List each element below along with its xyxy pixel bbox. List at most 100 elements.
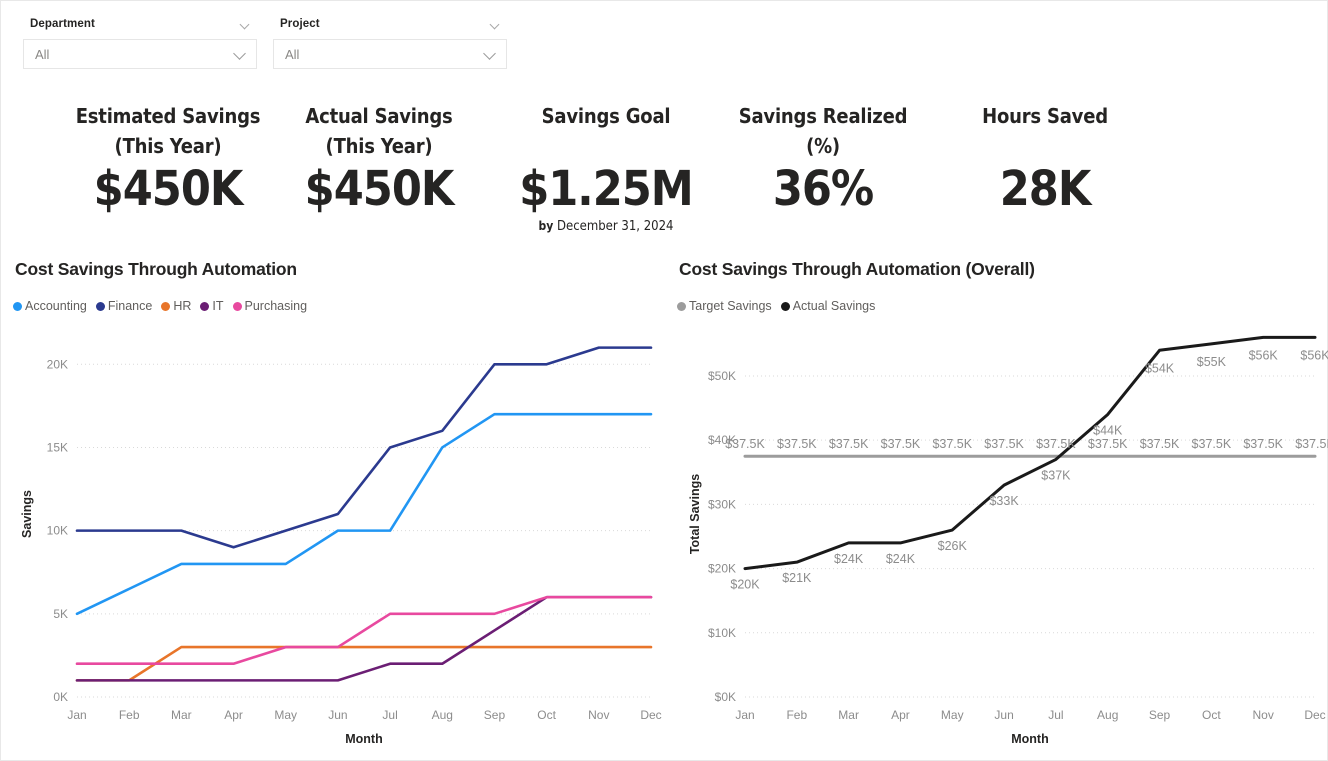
y-axis-tick: 20K — [47, 357, 68, 371]
x-axis-tick: Jul — [382, 708, 397, 722]
x-axis-tick: Jan — [67, 708, 86, 722]
legend-swatch-icon — [13, 301, 22, 311]
data-label: $37.5K — [829, 437, 869, 451]
data-label: $37.5K — [1088, 437, 1128, 451]
data-label: $44K — [1093, 423, 1123, 437]
y-axis-tick: 10K — [47, 524, 68, 538]
kpi-savings-goal[interactable]: Savings Goal $1.25M by December 31, 2024 — [491, 101, 721, 235]
chevron-down-icon[interactable] — [234, 48, 247, 61]
kpi-estimated-savings[interactable]: Estimated Savings (This Year) $450K — [33, 101, 303, 216]
data-label: $37.5K — [984, 437, 1024, 451]
y-axis-tick: 0K — [53, 690, 68, 704]
data-label: $37.5K — [777, 437, 817, 451]
x-axis-tick: Nov — [588, 708, 609, 722]
kpi-label-2: (This Year) — [325, 134, 433, 158]
legend-item-accounting[interactable]: Accounting — [13, 299, 87, 313]
chevron-down-icon[interactable] — [241, 20, 250, 29]
x-axis-tick: Oct — [1202, 708, 1221, 722]
series-line-actual-savings[interactable] — [743, 335, 1317, 571]
x-axis-tick: Feb — [786, 708, 807, 722]
y-axis-tick: 5K — [53, 607, 68, 621]
x-axis-tick: Oct — [537, 708, 556, 722]
data-label: $37.5K — [1295, 437, 1328, 451]
y-axis-title: Total Savings — [688, 474, 702, 554]
y-axis-tick: 15K — [47, 440, 68, 454]
series-line-accounting[interactable] — [75, 412, 653, 616]
legend-label: Accounting — [25, 299, 87, 313]
kpi-value: 36% — [772, 161, 874, 217]
kpi-value: $450K — [93, 161, 244, 217]
x-axis-tick: Aug — [1097, 708, 1118, 722]
data-label: $37.5K — [725, 437, 765, 451]
x-axis-tick: Jun — [994, 708, 1013, 722]
slicer-project-header[interactable]: Project — [273, 13, 507, 35]
kpi-value: $1.25M — [519, 161, 694, 217]
kpi-goal-date: by December 31, 2024 — [491, 218, 721, 235]
series-line-it[interactable] — [75, 595, 653, 682]
series-line-hr[interactable] — [75, 645, 653, 682]
slicer-department-dropdown[interactable]: All — [23, 39, 257, 69]
x-axis-tick: Sep — [1149, 708, 1171, 722]
x-axis-tick: Aug — [432, 708, 453, 722]
chart-plot-left[interactable]: 0K 5K 10K 15K 20K Savings Jan Feb Mar Apr May Jun Ju… — [1, 321, 665, 759]
data-label: $56K — [1249, 348, 1279, 362]
kpi-row: Estimated Savings (This Year) $450K Actu… — [1, 101, 1328, 251]
data-label: $26K — [938, 539, 968, 553]
legend-item-actual-savings[interactable]: Actual Savings — [780, 299, 876, 313]
kpi-label-2: (This Year) — [114, 134, 222, 158]
kpi-actual-savings[interactable]: Actual Savings (This Year) $450K — [259, 101, 499, 216]
x-axis-tick: Mar — [171, 708, 192, 722]
data-label: $37.5K — [932, 437, 972, 451]
slicer-project-title: Project — [280, 18, 320, 30]
y-axis-tick: $0K — [715, 690, 736, 704]
legend-item-finance[interactable]: Finance — [95, 299, 152, 313]
legend-item-it[interactable]: IT — [200, 299, 224, 313]
legend-label: Actual Savings — [792, 299, 876, 313]
kpi-label: Savings Goal — [541, 104, 671, 128]
data-label: $33K — [989, 494, 1019, 508]
legend-item-target-savings[interactable]: Target Savings — [677, 299, 772, 313]
chart-plot-right[interactable]: $0K $10K $20K $30K $40K $50K Total Savings Jan F… — [665, 321, 1328, 759]
kpi-label: Actual Savings — [305, 104, 453, 128]
y-axis-tick: $40K — [708, 433, 736, 447]
slicer-project-dropdown[interactable]: All — [273, 39, 507, 69]
slicer-project[interactable]: Project All — [273, 13, 507, 69]
data-label: $37.5K — [881, 437, 921, 451]
series-line-purchasing[interactable] — [75, 595, 653, 666]
chart-legend-right[interactable]: Target Savings Actual Savings — [677, 299, 875, 313]
chart-panel-overall: Cost Savings Through Automation (Overall… — [665, 259, 1328, 759]
x-axis-title: Month — [345, 732, 382, 746]
legend-label: Target Savings — [689, 299, 772, 313]
slicer-department[interactable]: Department All — [23, 13, 257, 69]
x-axis-tick: Mar — [838, 708, 859, 722]
y-axis-tick: $50K — [708, 369, 736, 383]
slicer-bar: Department All Project All — [1, 1, 1328, 93]
x-axis-tick: Dec — [1304, 708, 1325, 722]
legend-label: HR — [173, 299, 192, 313]
kpi-savings-realized[interactable]: Savings Realized (%) 36% — [711, 101, 935, 216]
kpi-hours-saved[interactable]: Hours Saved 28K — [935, 101, 1155, 216]
chevron-down-icon[interactable] — [491, 20, 500, 29]
x-axis-tick: Apr — [224, 708, 243, 722]
legend-swatch-icon — [95, 301, 105, 311]
x-axis-tick: Jan — [735, 708, 754, 722]
data-label: $20K — [730, 578, 760, 592]
x-axis-title: Month — [1011, 732, 1048, 746]
slicer-department-header[interactable]: Department — [23, 13, 257, 35]
chart-legend-left[interactable]: Accounting Finance HR IT Purchasing — [13, 299, 307, 313]
slicer-department-value: All — [35, 46, 50, 62]
legend-label: Purchasing — [244, 299, 308, 313]
slicer-department-title: Department — [30, 18, 95, 30]
chart-panel-by-department: Cost Savings Through Automation Accounti… — [1, 259, 665, 759]
y-axis-title: Savings — [20, 490, 34, 538]
x-axis-tick: May — [274, 708, 297, 722]
kpi-value: $450K — [304, 161, 455, 217]
data-label: $37.5K — [1140, 437, 1180, 451]
legend-item-purchasing[interactable]: Purchasing — [232, 299, 308, 313]
series-line-finance[interactable] — [75, 346, 653, 549]
legend-item-hr[interactable]: HR — [161, 299, 191, 313]
legend-swatch-icon — [161, 301, 171, 311]
chevron-down-icon[interactable] — [484, 48, 497, 61]
legend-swatch-icon — [780, 301, 790, 311]
y-axis-tick: $10K — [708, 626, 736, 640]
